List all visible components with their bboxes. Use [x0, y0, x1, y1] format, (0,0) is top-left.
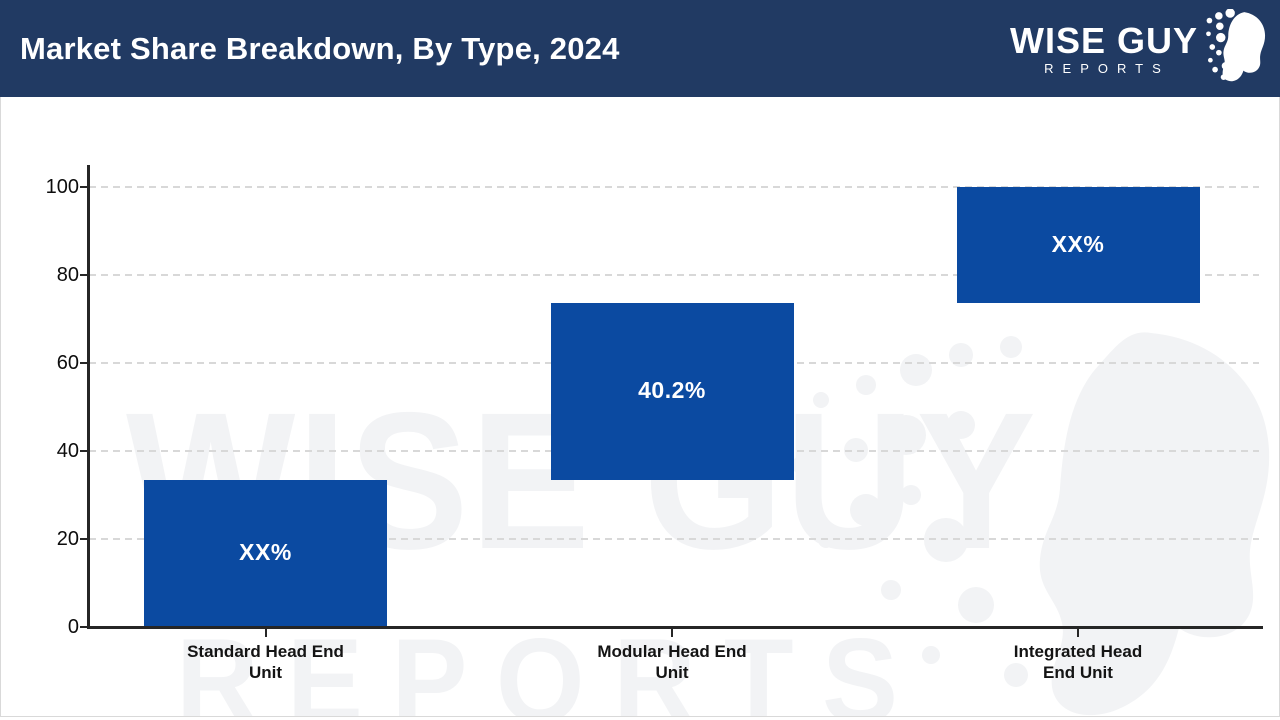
- face-logo-icon: [1200, 7, 1266, 90]
- y-tick-label: 80: [56, 264, 79, 286]
- bar-value-label: 40.2%: [638, 377, 706, 404]
- x-category-label: Integrated Head End Unit: [1013, 642, 1143, 682]
- y-tick-mark: [80, 450, 88, 452]
- x-tick-mark: [264, 629, 267, 637]
- watermark-reports-text: REPORTS: [176, 614, 927, 716]
- x-axis-line: [87, 626, 1263, 629]
- watermark-face-icon: [761, 325, 1279, 716]
- y-tick-label: 60: [56, 352, 79, 374]
- brand-name: WISE GUY: [1009, 20, 1198, 61]
- grid-line: [89, 538, 1259, 540]
- brand-subtext: REPORTS: [1044, 61, 1170, 76]
- bar: XX%: [956, 187, 1200, 303]
- y-tick-mark: [80, 362, 88, 364]
- grid-line: [89, 186, 1259, 188]
- y-tick-mark: [80, 186, 88, 188]
- bar-value-label: XX%: [239, 539, 292, 566]
- page-title: Market Share Breakdown, By Type, 2024: [20, 30, 620, 66]
- bar: XX%: [144, 479, 387, 627]
- y-tick-label: 40: [56, 440, 79, 462]
- brand-logo: WISE GUY REPORTS: [1009, 7, 1266, 90]
- plot-area: 0 20 40 60 80 100 XX% Standard Head End Unit 40.…: [1, 97, 1279, 716]
- bar-value-label: XX%: [1051, 230, 1105, 257]
- app-header: Market Share Breakdown, By Type, 2024 WI…: [0, 0, 1280, 97]
- x-category-label: Modular Head End Unit: [597, 642, 747, 682]
- y-axis-line: [87, 165, 90, 629]
- x-tick-mark: [1077, 629, 1079, 637]
- y-tick-mark: [80, 274, 88, 276]
- y-tick-mark: [80, 626, 88, 628]
- y-tick-label: 20: [56, 528, 79, 550]
- y-tick-label: 0: [67, 616, 79, 638]
- brand-wordmark: WISE GUY REPORTS: [1009, 20, 1198, 77]
- y-tick-label: 100: [45, 176, 79, 198]
- bar: 40.2%: [550, 302, 794, 480]
- grid-line: [89, 274, 1259, 276]
- x-tick-mark: [671, 629, 673, 637]
- y-tick-mark: [80, 538, 88, 540]
- x-category-label: Standard Head End Unit: [187, 642, 344, 682]
- chart-canvas: WISE GUY REPORTS 0 20 40 60 80 100 XX% Standard…: [0, 97, 1280, 717]
